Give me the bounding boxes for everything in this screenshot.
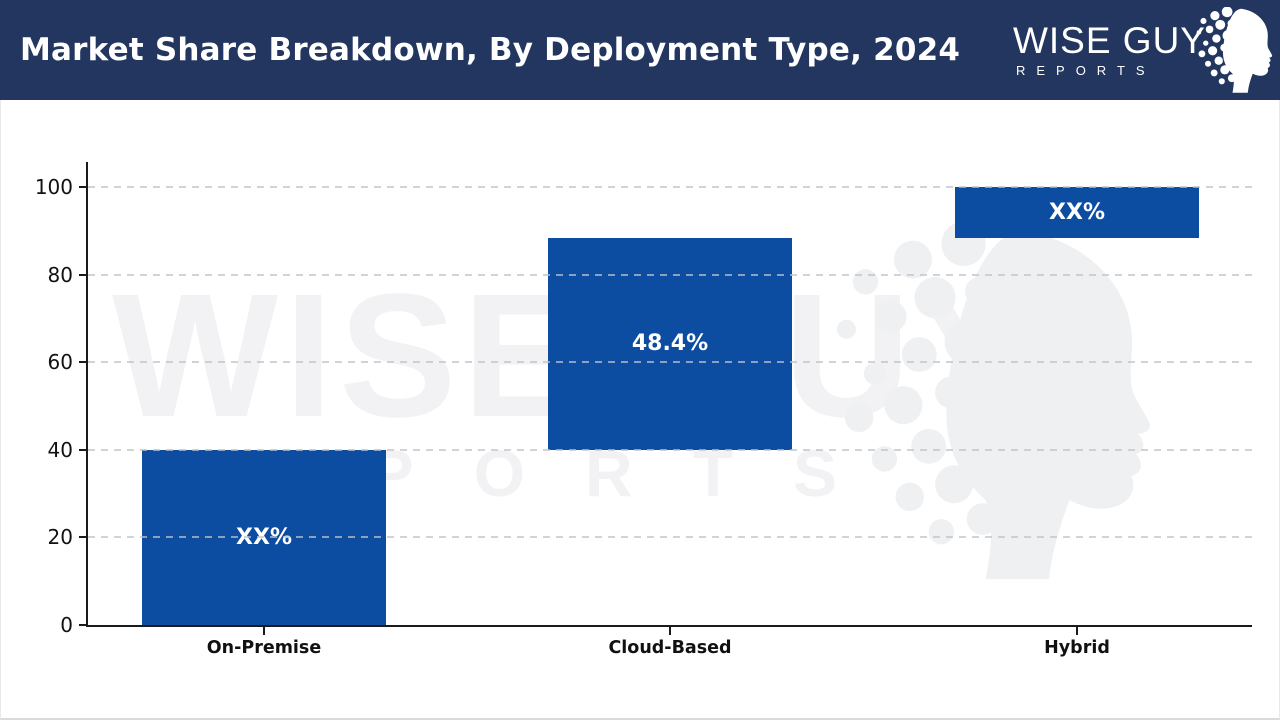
brand-logo-text: WISE GUY REPORTS: [1013, 22, 1206, 78]
grid-line: [88, 536, 1252, 539]
bar-hybrid: XX%: [955, 187, 1199, 238]
grid-line: [88, 448, 1252, 451]
x-axis-tick-label: Cloud-Based: [608, 638, 732, 658]
logo-wordmark: WISE GUY: [1012, 20, 1206, 61]
y-axis-tick-label: 20: [47, 525, 73, 550]
y-axis-tick-label: 60: [47, 350, 73, 375]
bar-value-label: 48.4%: [631, 331, 709, 357]
y-axis-tick: [79, 448, 88, 451]
logo-subtext: REPORTS: [1015, 63, 1156, 78]
y-axis-tick-label: 0: [60, 613, 73, 637]
x-axis-tick-label: Hybrid: [1044, 638, 1110, 658]
x-axis-tick-label: On-Premise: [206, 638, 322, 658]
bar-value-label: XX%: [1049, 199, 1105, 225]
x-axis-tick: [1076, 627, 1078, 635]
x-axis-tick: [263, 627, 265, 635]
y-axis-line: [86, 162, 88, 627]
y-axis-tick-label: 80: [47, 262, 73, 287]
y-axis-tick: [79, 186, 88, 188]
grid-line: [88, 361, 1252, 364]
x-axis-tick: [669, 627, 671, 635]
grid-line: [88, 186, 1252, 188]
chart-title: Market Share Breakdown, By Deployment Ty…: [20, 32, 961, 68]
header-bar: Market Share Breakdown, By Deployment Ty…: [0, 0, 1280, 100]
y-axis-tick: [79, 361, 88, 364]
brand-logo: WISE GUY REPORTS: [1013, 7, 1280, 93]
grid-line: [88, 273, 1252, 276]
y-axis-tick: [79, 624, 88, 626]
dot-head-logo-icon: [1196, 7, 1273, 93]
x-axis-line: [86, 625, 1252, 627]
y-axis-tick: [79, 536, 88, 539]
y-axis-tick: [79, 273, 88, 276]
y-axis-tick-label: 100: [34, 175, 73, 199]
y-axis-tick-label: 40: [47, 437, 73, 462]
chart-canvas: WISE GUY REPORTS 0 20 40 60 80 100 XX% On-Premi…: [0, 100, 1280, 720]
bar-cloud-based: 48.4%: [548, 237, 792, 450]
